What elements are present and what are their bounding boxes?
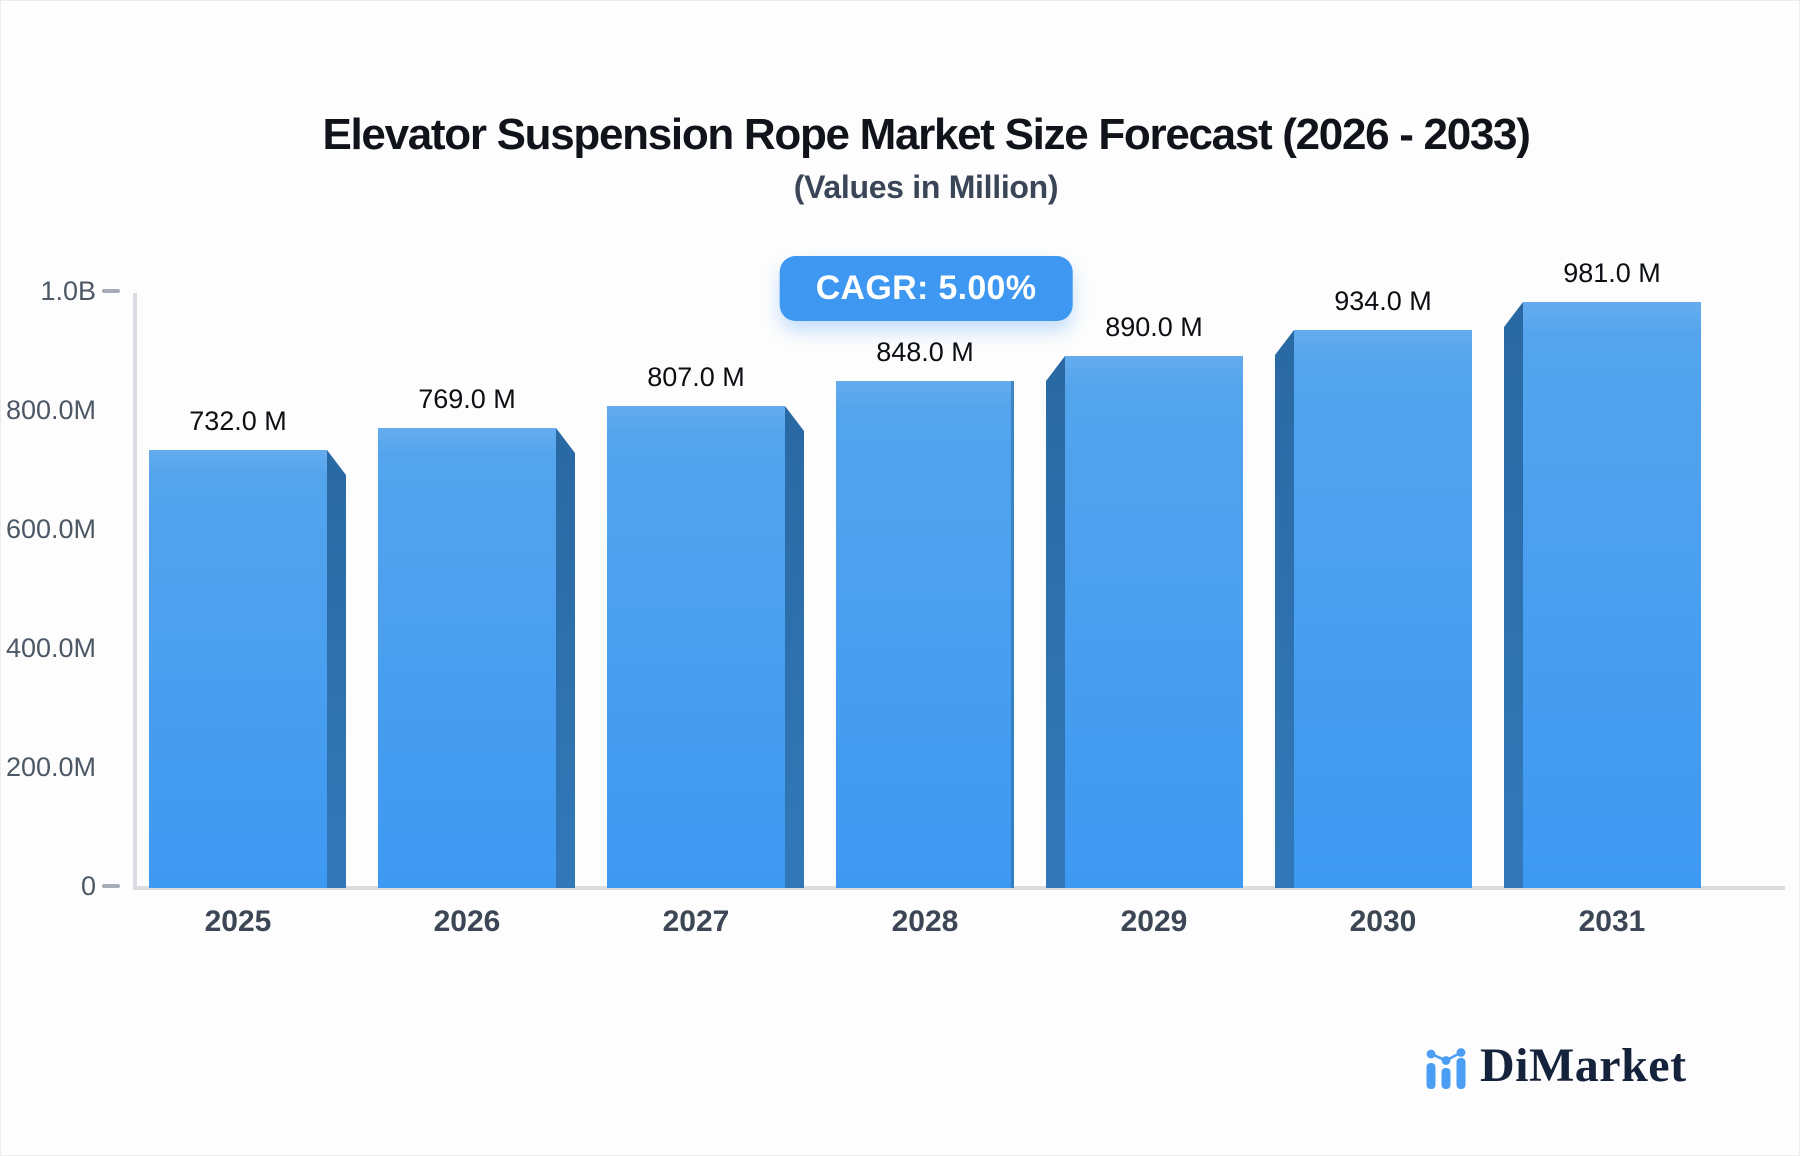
bar-value-label: 981.0 M [1563, 258, 1661, 288]
bar[interactable] [378, 428, 556, 888]
chart-subtitle: (Values in Million) [793, 169, 1059, 205]
bar-value-label: 732.0 M [189, 406, 287, 436]
x-axis-line [133, 886, 1785, 890]
bar[interactable] [1294, 330, 1472, 888]
bar-side-face [1504, 302, 1523, 888]
y-axis-tick [102, 289, 120, 293]
y-axis-line [133, 293, 137, 890]
y-axis-label: 200.0M [5, 752, 96, 782]
cagr-badge: CAGR: 5.00% [779, 256, 1073, 321]
x-axis-label: 2029 [1120, 905, 1188, 938]
bar-value-label: 807.0 M [647, 362, 745, 392]
bar-side-face [1046, 356, 1065, 888]
bar-side-face [327, 450, 346, 888]
bar-value-label: 934.0 M [1334, 286, 1432, 316]
bar-chart-logo-icon [1426, 1048, 1466, 1089]
x-axis-label: 2028 [891, 905, 959, 938]
dimarket-logo-text: DiMarket [1480, 1039, 1687, 1092]
chart-title: Elevator Suspension Rope Market Size For… [322, 110, 1530, 159]
y-axis-label: 600.0M [5, 514, 96, 544]
bar-side-face [556, 428, 575, 888]
dimarket-logo: DiMarket [1425, 1039, 1687, 1092]
bar-side-face [785, 406, 804, 888]
bar-value-label: 890.0 M [1105, 312, 1203, 342]
bar-value-label: 769.0 M [418, 384, 516, 414]
y-axis-tick [102, 884, 120, 888]
bar[interactable] [607, 406, 785, 888]
x-axis-label: 2027 [662, 905, 730, 938]
x-axis-label: 2026 [433, 905, 501, 938]
x-axis-label: 2031 [1578, 905, 1646, 938]
bar[interactable] [1065, 356, 1243, 888]
x-axis-label: 2030 [1349, 905, 1417, 938]
bar-side-face [1275, 330, 1294, 888]
y-axis-label: 0 [80, 871, 96, 901]
y-axis-label: 1.0B [40, 276, 96, 306]
bar[interactable] [149, 450, 327, 888]
y-axis: 1.0B 800.0M 600.0M 400.0M 200.0M 0 [1, 1, 141, 1155]
y-axis-label: 800.0M [5, 395, 96, 425]
x-axis-label: 2025 [204, 905, 272, 938]
bar-value-label: 848.0 M [876, 337, 974, 367]
bar[interactable] [836, 381, 1014, 888]
y-axis-label: 400.0M [5, 633, 96, 663]
bar[interactable] [1523, 302, 1701, 888]
